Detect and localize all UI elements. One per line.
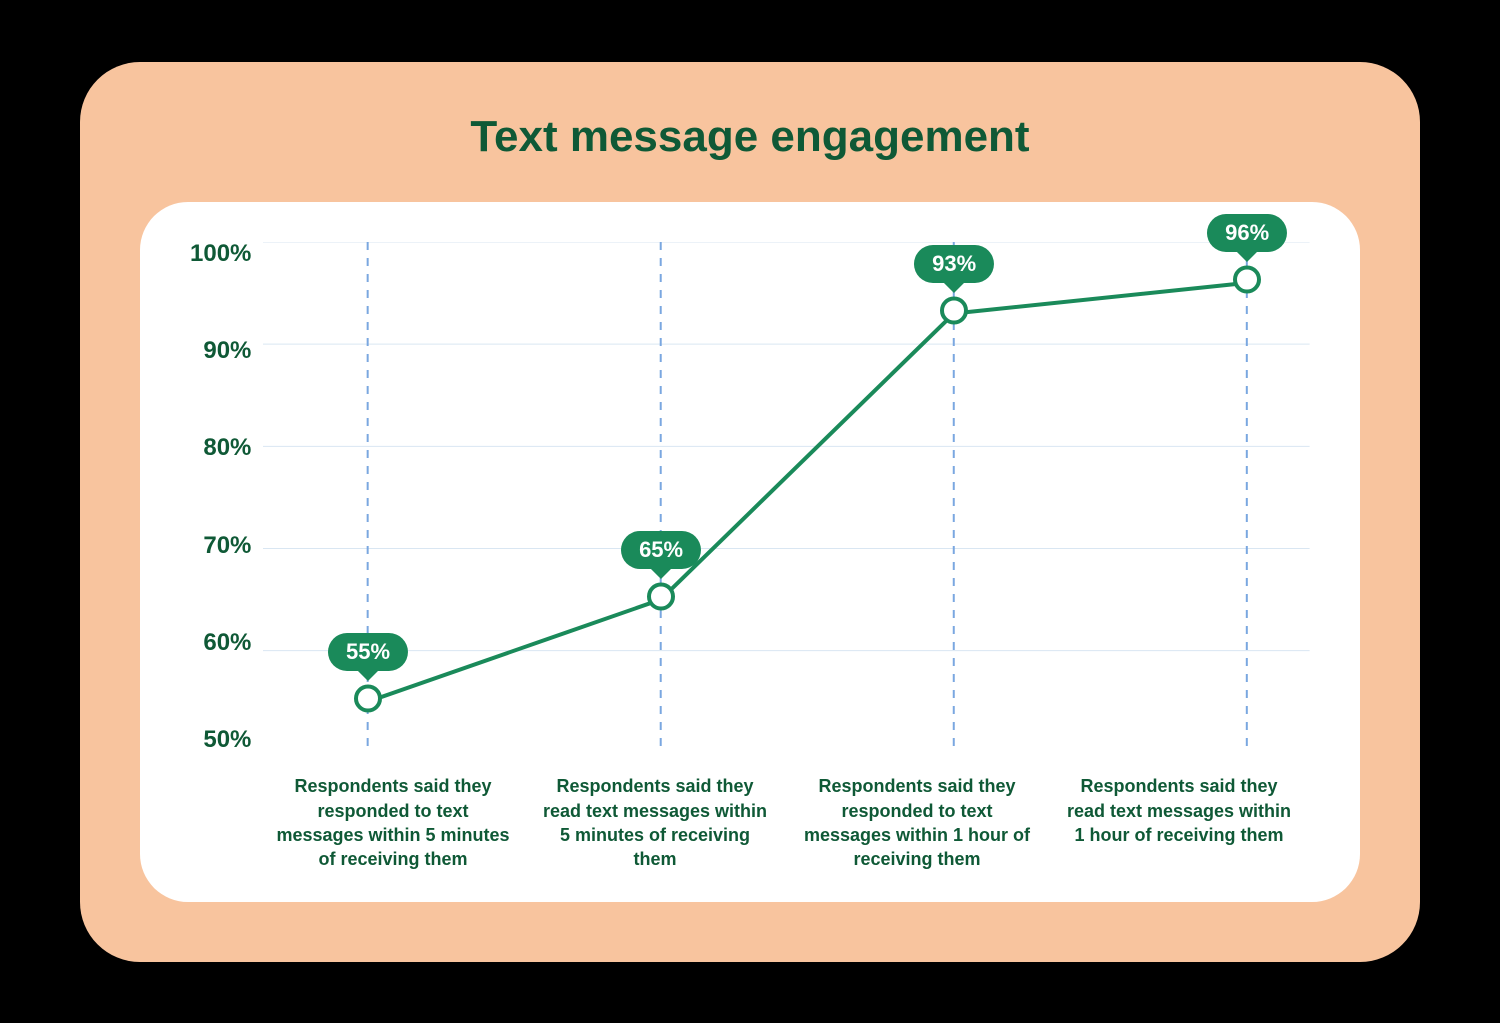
chart-panel: 100% 90% 80% 70% 60% 50% 55% 65% 93% 96% Respond… <box>140 202 1360 902</box>
x-category-label: Respondents said they read text messages… <box>524 774 786 871</box>
value-badge: 65% <box>621 531 701 569</box>
data-point-marker <box>352 683 384 720</box>
y-tick-label: 60% <box>190 631 251 655</box>
y-tick-label: 80% <box>190 436 251 460</box>
y-tick-label: 90% <box>190 339 251 363</box>
x-category-label: Respondents said they read text messages… <box>1048 774 1310 871</box>
badges-layer: 55%65%93%96% <box>263 242 1310 753</box>
x-axis-labels: Respondents said they responded to text … <box>190 774 1310 871</box>
x-category-label: Respondents said they responded to text … <box>262 774 524 871</box>
plot-area: 55%65%93%96% <box>263 242 1310 753</box>
data-point-marker <box>645 581 677 618</box>
chart-card: Text message engagement 100% 90% 80% 70% 60%… <box>80 62 1420 962</box>
x-category-label: Respondents said they responded to text … <box>786 774 1048 871</box>
value-badge: 55% <box>328 633 408 671</box>
y-tick-label: 100% <box>190 242 251 266</box>
y-axis: 100% 90% 80% 70% 60% 50% <box>190 242 263 753</box>
y-tick-label: 50% <box>190 728 251 752</box>
data-point-marker <box>938 295 970 332</box>
plot-wrap: 100%90%80%70%60%50% 55%65%93%96% <box>190 242 1310 753</box>
data-point-marker <box>1231 264 1263 301</box>
value-badge: 96% <box>1207 214 1287 252</box>
value-badge: 93% <box>914 245 994 283</box>
y-tick-label: 70% <box>190 534 251 558</box>
chart-title: Text message engagement <box>140 112 1360 162</box>
